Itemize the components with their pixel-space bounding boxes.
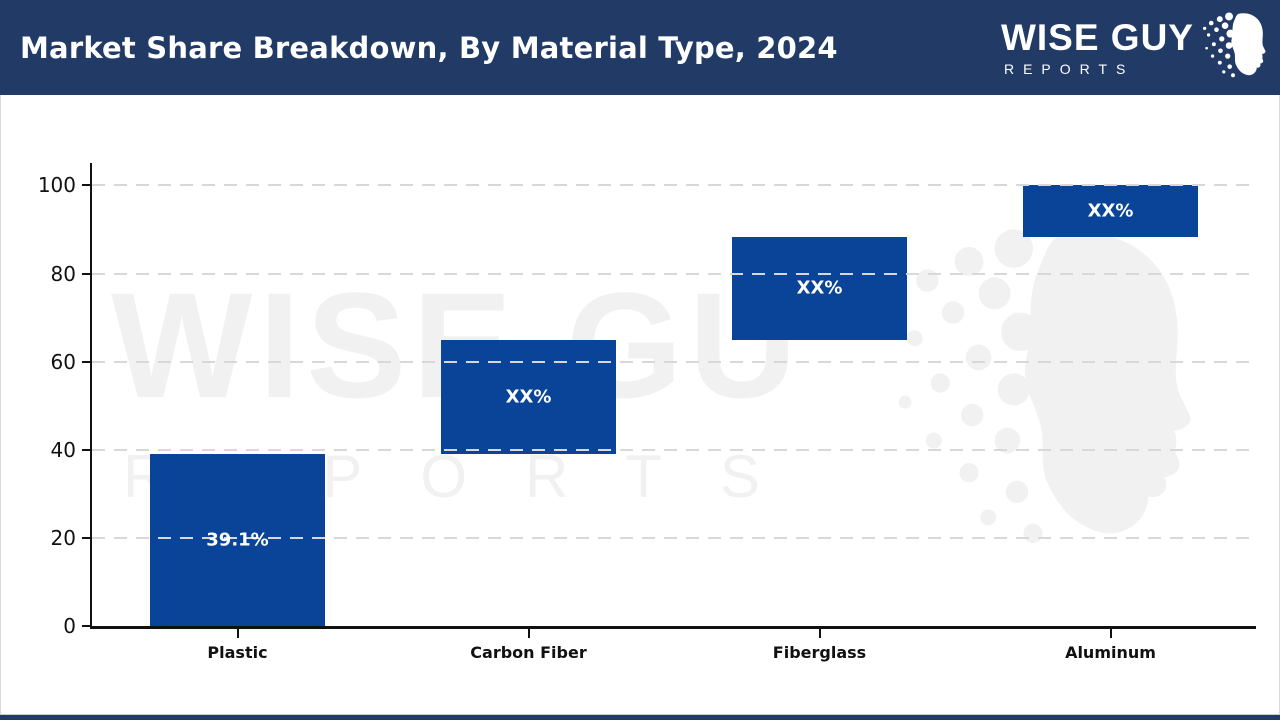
logo-name: WISE GUY [1000,16,1194,58]
y-tick-label: 0 [63,614,76,638]
x-tick-mark [236,629,239,638]
y-tick-label: 40 [50,437,76,462]
x-tick-mark [818,629,821,638]
y-tick-mark [82,536,91,539]
dotted-face-icon [1202,12,1266,78]
gridline [92,272,1256,275]
y-tick-label: 100 [37,173,76,198]
chart-title: Market Share Breakdown, By Material Type… [20,30,838,65]
plot-area: 0 20 40 60 80 100 39.1% Plastic XX% Carbon Fiber X… [38,163,1256,662]
bar-plastic [149,453,326,626]
y-tick-label: 80 [50,261,76,286]
bar-fiberglass [731,236,908,340]
gridline [92,448,1256,451]
y-tick-mark [82,448,91,451]
x-category-label: Plastic [207,643,268,662]
chart-canvas: WISE GU REPORTS 0 20 40 60 80 100 39.1% Plastic… [0,95,1280,715]
x-category-label: Carbon Fiber [470,643,587,662]
y-tick-label: 20 [50,525,76,550]
x-category-label: Aluminum [1065,643,1156,662]
wise-guy-reports-logo: WISE GUY REPORTS [1001,11,1266,84]
y-tick-label: 60 [50,349,76,374]
bar-aluminum [1022,185,1199,237]
bar-value-label: XX% [505,386,552,408]
gridline [92,536,1256,539]
gridline [92,360,1256,363]
bar-carbon-fiber [440,339,617,454]
y-tick-mark [82,272,91,275]
gridline [92,184,1256,187]
bar-value-label: XX% [796,277,843,299]
logo-text: WISE GUY REPORTS [1001,19,1194,77]
y-tick-mark [82,184,91,187]
x-category-label: Fiberglass [772,643,867,662]
y-tick-mark [82,625,91,627]
header-bar: Market Share Breakdown, By Material Type… [0,0,1280,95]
x-tick-mark [527,629,530,638]
logo-subtitle: REPORTS [1003,60,1135,77]
x-tick-mark [1109,629,1112,638]
bar-value-label: XX% [1087,200,1134,222]
footer-bar [0,714,1280,720]
y-tick-mark [82,360,91,363]
bar-value-label: 39.1% [206,529,269,551]
